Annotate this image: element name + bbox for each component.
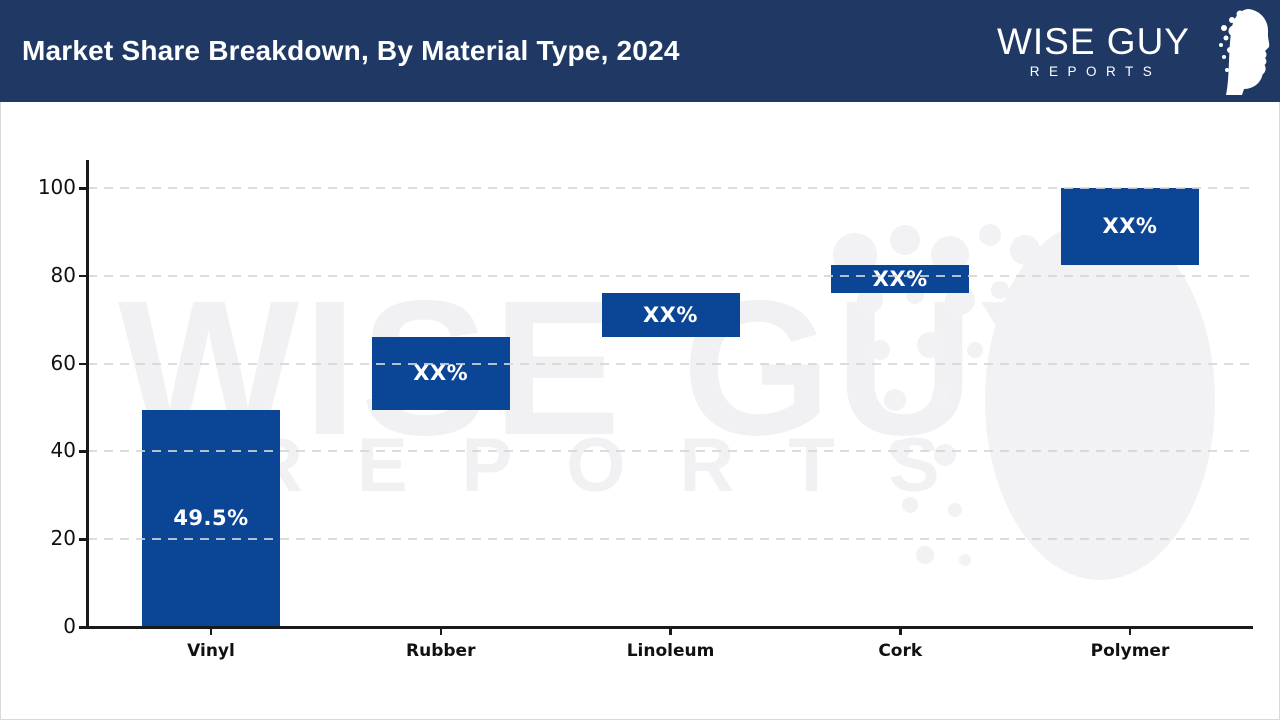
gridline [88, 187, 1253, 189]
bar-cork: XX% [831, 264, 970, 294]
gridline [88, 538, 1253, 541]
y-axis-tick-label: 0 [63, 614, 76, 638]
gridline [88, 362, 1253, 365]
bar-rubber: XX% [371, 337, 510, 410]
logo-face-icon [1219, 9, 1270, 95]
bar-value-label: XX% [1102, 214, 1158, 239]
bar-value-label: 49.5% [173, 506, 249, 531]
y-axis-tick [79, 538, 87, 541]
watermark-face-dots [833, 220, 1215, 580]
x-axis-tick [669, 627, 672, 635]
x-axis-line [86, 626, 1253, 629]
bar-linoleum: XX% [601, 293, 740, 338]
x-axis-tick [1128, 627, 1132, 635]
x-axis-label-rubber: Rubber [406, 641, 476, 661]
watermark-subtitle: REPORTS [248, 423, 994, 508]
header-bar: Market Share Breakdown, By Material Type… [0, 0, 1280, 102]
y-axis-tick [79, 450, 87, 453]
x-axis-tick [899, 627, 902, 635]
y-axis-tick-label: 20 [50, 526, 76, 551]
x-axis-label-vinyl: Vinyl [187, 641, 235, 661]
bar-value-label: XX% [413, 361, 469, 386]
y-axis-tick [79, 187, 87, 190]
gridline [88, 274, 1253, 277]
bar-polymer: XX% [1061, 188, 1199, 265]
y-axis-tick-label: 100 [37, 175, 76, 199]
y-axis-tick [79, 362, 87, 366]
logo-subtitle-text: REPORTS [1029, 64, 1162, 79]
wise-guy-logo: WISE GUY REPORTS [997, 7, 1280, 95]
x-axis-tick [439, 627, 442, 635]
x-axis-label-polymer: Polymer [1090, 641, 1170, 661]
y-axis-tick-label: 40 [50, 438, 76, 463]
y-axis-line [86, 160, 89, 629]
x-axis-label-cork: Cork [878, 641, 923, 661]
y-axis-tick-label: 60 [50, 350, 76, 375]
x-axis-tick [209, 627, 213, 635]
page-title: Market Share Breakdown, By Material Type… [22, 35, 680, 66]
x-axis-label-linoleum: Linoleum [626, 641, 715, 661]
logo-wordmark-text: WISE GUY [996, 21, 1190, 62]
y-axis-tick [79, 626, 87, 629]
logo-wordmark: WISE GUY REPORTS [997, 23, 1190, 79]
bar-value-label: XX% [643, 303, 698, 328]
bar-value-label: XX% [872, 267, 928, 292]
bar-vinyl: 49.5% [142, 409, 280, 627]
y-axis-tick [79, 274, 87, 278]
y-axis-tick-label: 80 [50, 262, 76, 287]
gridline [88, 450, 1253, 453]
